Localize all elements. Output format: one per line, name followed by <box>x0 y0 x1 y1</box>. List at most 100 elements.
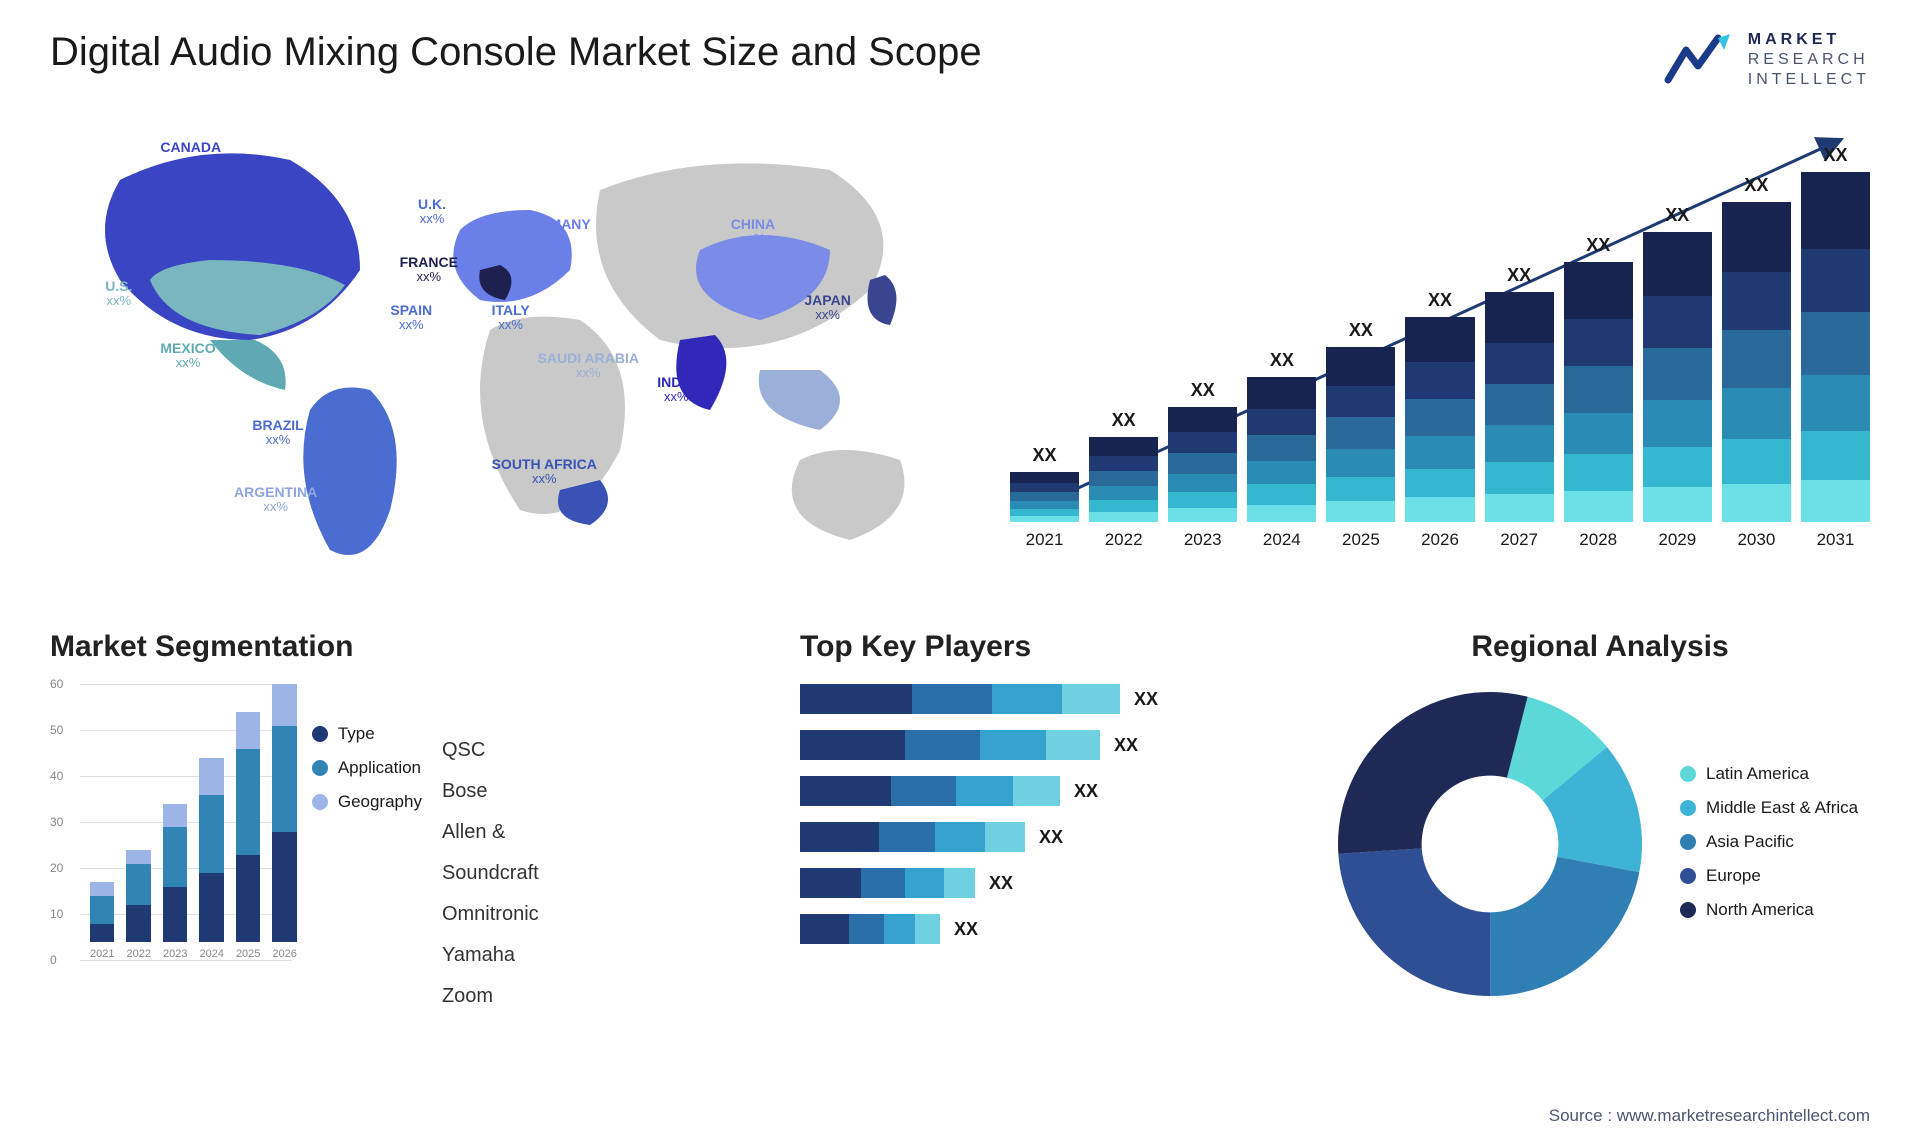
map-label: INDIAxx% <box>657 374 695 405</box>
reg-legend-item: Middle East & Africa <box>1680 798 1858 818</box>
map-label: FRANCExx% <box>400 254 458 285</box>
forecast-col: XX2028 <box>1564 235 1633 550</box>
kp-rows: XX XX XX XX XX XX <box>800 684 1300 944</box>
seg-chart: 0102030405060202120222023202420252026 <box>50 684 292 984</box>
players-list: QSC Bose Allen & Soundcraft Omnitronic Yamaha… <box>442 684 570 1026</box>
reg-legend-item: Asia Pacific <box>1680 832 1858 852</box>
map-label: CHINAxx% <box>731 216 775 247</box>
forecast-bar <box>1722 202 1791 522</box>
map-label: CANADAxx% <box>160 139 221 170</box>
seg-xtick: 2024 <box>199 948 223 960</box>
segmentation-panel: Market Segmentation 01020304050602021202… <box>50 630 770 1026</box>
seg-legend: TypeApplicationGeography <box>312 684 422 1026</box>
kp-bar <box>800 914 940 944</box>
seg-legend-item: Application <box>312 758 422 778</box>
forecast-year: 2028 <box>1579 530 1617 550</box>
reg-legend-item: North America <box>1680 900 1858 920</box>
donut-chart <box>1330 684 1650 1004</box>
kp-row: XX <box>800 776 1300 806</box>
kp-value: XX <box>1074 781 1098 802</box>
seg-legend-item: Type <box>312 724 422 744</box>
forecast-year: 2029 <box>1658 530 1696 550</box>
map-label: SPAINxx% <box>390 302 432 333</box>
kp-row: XX <box>800 914 1300 944</box>
forecast-bar <box>1564 262 1633 522</box>
seg-col: 2025 <box>236 712 260 960</box>
seg-xtick: 2021 <box>90 948 114 960</box>
player-name: Zoom <box>442 985 570 1008</box>
forecast-col: XX2023 <box>1168 380 1237 550</box>
forecast-bar <box>1326 347 1395 522</box>
forecast-value: XX <box>1270 350 1294 371</box>
player-name: Allen & <box>442 821 570 844</box>
map-label: MEXICOxx% <box>160 340 215 371</box>
forecast-bar <box>1801 172 1870 522</box>
player-name: Bose <box>442 780 570 803</box>
kp-bar <box>800 776 1060 806</box>
forecast-bar <box>1643 232 1712 522</box>
reg-legend-item: Latin America <box>1680 764 1858 784</box>
forecast-chart: XX2021XX2022XX2023XX2024XX2025XX2026XX20… <box>1010 110 1870 590</box>
source-text: Source : www.marketresearchintellect.com <box>1549 1106 1870 1126</box>
kp-value: XX <box>1039 827 1063 848</box>
donut-slice <box>1338 692 1528 854</box>
forecast-bar <box>1168 407 1237 522</box>
forecast-col: XX 2024 <box>1247 350 1316 550</box>
forecast-col: XX 2025 <box>1326 320 1395 550</box>
forecast-bar <box>1247 377 1316 522</box>
reg-legend: Latin America Middle East & Africa Asia Pa… <box>1680 754 1858 934</box>
kp-row: XX <box>800 730 1300 760</box>
kp-value: XX <box>1134 689 1158 710</box>
reg-legend-item: Europe <box>1680 866 1858 886</box>
forecast-year: 2021 <box>1026 530 1064 550</box>
forecast-year: 2024 <box>1263 530 1301 550</box>
kp-value: XX <box>954 919 978 940</box>
logo-text: MARKET RESEARCH INTELLECT <box>1748 30 1870 90</box>
reg-title: Regional Analysis <box>1330 630 1870 664</box>
forecast-year: 2025 <box>1342 530 1380 550</box>
regional-panel: Regional Analysis Latin America Middle Ea… <box>1330 630 1870 1026</box>
seg-ytick: 30 <box>50 815 63 829</box>
kp-bar <box>800 822 1025 852</box>
forecast-value: XX <box>1349 320 1373 341</box>
kp-value: XX <box>1114 735 1138 756</box>
player-name: Yamaha <box>442 944 570 967</box>
player-name: QSC <box>442 739 570 762</box>
forecast-col: XX2026 <box>1405 290 1474 550</box>
key-players-panel: Top Key Players XXXXXXXXXXXX <box>800 630 1300 1026</box>
seg-col: 2026 <box>272 684 296 960</box>
forecast-col: XX2021 <box>1010 445 1079 550</box>
forecast-year: 2023 <box>1184 530 1222 550</box>
kp-row: XX <box>800 868 1300 898</box>
forecast-value: XX <box>1744 175 1768 196</box>
kp-row: XX <box>800 822 1300 852</box>
forecast-bar <box>1089 437 1158 522</box>
seg-col: 2024 <box>199 758 223 960</box>
player-name: Soundcraft <box>442 862 570 885</box>
forecast-year: 2031 <box>1817 530 1855 550</box>
forecast-bar <box>1405 317 1474 522</box>
map-label: SOUTH AFRICAxx% <box>492 456 597 487</box>
seg-col: 2022 <box>126 850 150 960</box>
seg-col: 2021 <box>90 882 114 960</box>
forecast-bar <box>1010 472 1079 522</box>
page-title: Digital Audio Mixing Console Market Size… <box>50 30 982 75</box>
seg-xtick: 2023 <box>163 948 187 960</box>
seg-ytick: 50 <box>50 723 63 737</box>
player-name: Omnitronic <box>442 903 570 926</box>
forecast-value: XX <box>1823 145 1847 166</box>
seg-title: Market Segmentation <box>50 630 770 664</box>
forecast-year: 2022 <box>1105 530 1143 550</box>
donut-slice <box>1490 857 1639 996</box>
seg-ytick: 60 <box>50 677 63 691</box>
kp-bar <box>800 868 975 898</box>
kp-bar <box>800 684 1120 714</box>
kp-value: XX <box>989 873 1013 894</box>
kp-bar <box>800 730 1100 760</box>
forecast-value: XX <box>1665 205 1689 226</box>
map-label: ARGENTINAxx% <box>234 484 317 515</box>
top-row: CANADAxx%U.S.xx%MEXICOxx%BRAZILxx%ARGENT… <box>50 110 1870 590</box>
seg-xtick: 2026 <box>272 948 296 960</box>
header: Digital Audio Mixing Console Market Size… <box>50 30 1870 90</box>
forecast-year: 2027 <box>1500 530 1538 550</box>
